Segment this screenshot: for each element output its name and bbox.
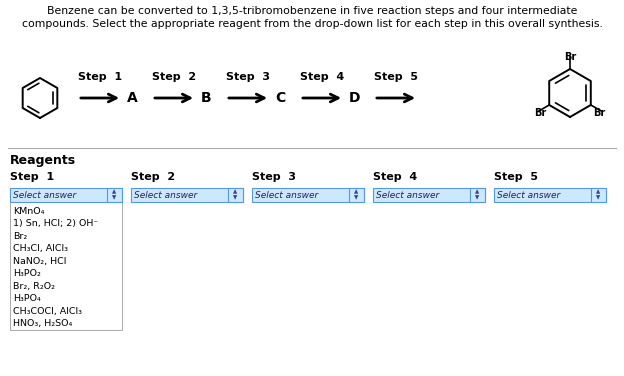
Text: Step  3: Step 3 [226,72,270,82]
Text: CH₃Cl, AlCl₃: CH₃Cl, AlCl₃ [13,244,68,253]
Text: ▲: ▲ [233,190,238,195]
Text: compounds. Select the appropriate reagent from the drop-down list for each step : compounds. Select the appropriate reagen… [22,19,602,29]
Text: B: B [201,91,212,105]
FancyBboxPatch shape [591,188,606,202]
Text: Select answer: Select answer [134,191,197,200]
Text: Br₂: Br₂ [13,232,27,241]
Text: 1) Sn, HCl; 2) OH⁻: 1) Sn, HCl; 2) OH⁻ [13,219,99,228]
Text: Br₂, R₂O₂: Br₂, R₂O₂ [13,282,55,291]
Text: Br: Br [535,109,547,118]
Text: Select answer: Select answer [13,191,76,200]
FancyBboxPatch shape [470,188,485,202]
Text: ▼: ▼ [233,195,238,200]
FancyBboxPatch shape [107,188,122,202]
Text: HNO₃, H₂SO₄: HNO₃, H₂SO₄ [13,319,72,328]
FancyBboxPatch shape [252,188,364,202]
Text: Step  4: Step 4 [373,172,417,182]
Text: A: A [127,91,137,105]
FancyBboxPatch shape [349,188,364,202]
Text: ▼: ▼ [112,195,117,200]
FancyBboxPatch shape [494,188,606,202]
Text: H₃PO₄: H₃PO₄ [13,294,41,303]
Text: ▲: ▲ [597,190,601,195]
Text: Br: Br [593,109,605,118]
Text: Reagents: Reagents [10,154,76,167]
Text: ▼: ▼ [597,195,601,200]
Text: Step  2: Step 2 [152,72,196,82]
FancyBboxPatch shape [131,188,243,202]
FancyBboxPatch shape [10,202,122,330]
Text: ▲: ▲ [475,190,480,195]
FancyBboxPatch shape [228,188,243,202]
Text: ▲: ▲ [354,190,359,195]
Text: Step  3: Step 3 [252,172,296,182]
Text: ▲: ▲ [112,190,117,195]
Text: D: D [348,91,360,105]
Text: CH₃COCl, AlCl₃: CH₃COCl, AlCl₃ [13,307,82,316]
FancyBboxPatch shape [373,188,485,202]
Text: Br: Br [564,52,576,62]
Text: NaNO₂, HCl: NaNO₂, HCl [13,257,66,266]
Text: H₃PO₂: H₃PO₂ [13,269,41,278]
Text: KMnO₄: KMnO₄ [13,207,44,216]
Text: C: C [275,91,285,105]
Text: Benzene can be converted to 1,3,5-tribromobenzene in five reaction steps and fou: Benzene can be converted to 1,3,5-tribro… [47,6,577,16]
FancyBboxPatch shape [10,188,122,202]
Text: Select answer: Select answer [255,191,318,200]
Text: Step  2: Step 2 [131,172,175,182]
Text: Select answer: Select answer [497,191,560,200]
Text: Step  5: Step 5 [374,72,418,82]
Text: Step  5: Step 5 [494,172,538,182]
Text: Select answer: Select answer [376,191,439,200]
Text: ▼: ▼ [354,195,359,200]
Text: Step  1: Step 1 [10,172,54,182]
Text: Step  4: Step 4 [300,72,344,82]
Text: ▼: ▼ [475,195,480,200]
Text: Step  1: Step 1 [78,72,122,82]
